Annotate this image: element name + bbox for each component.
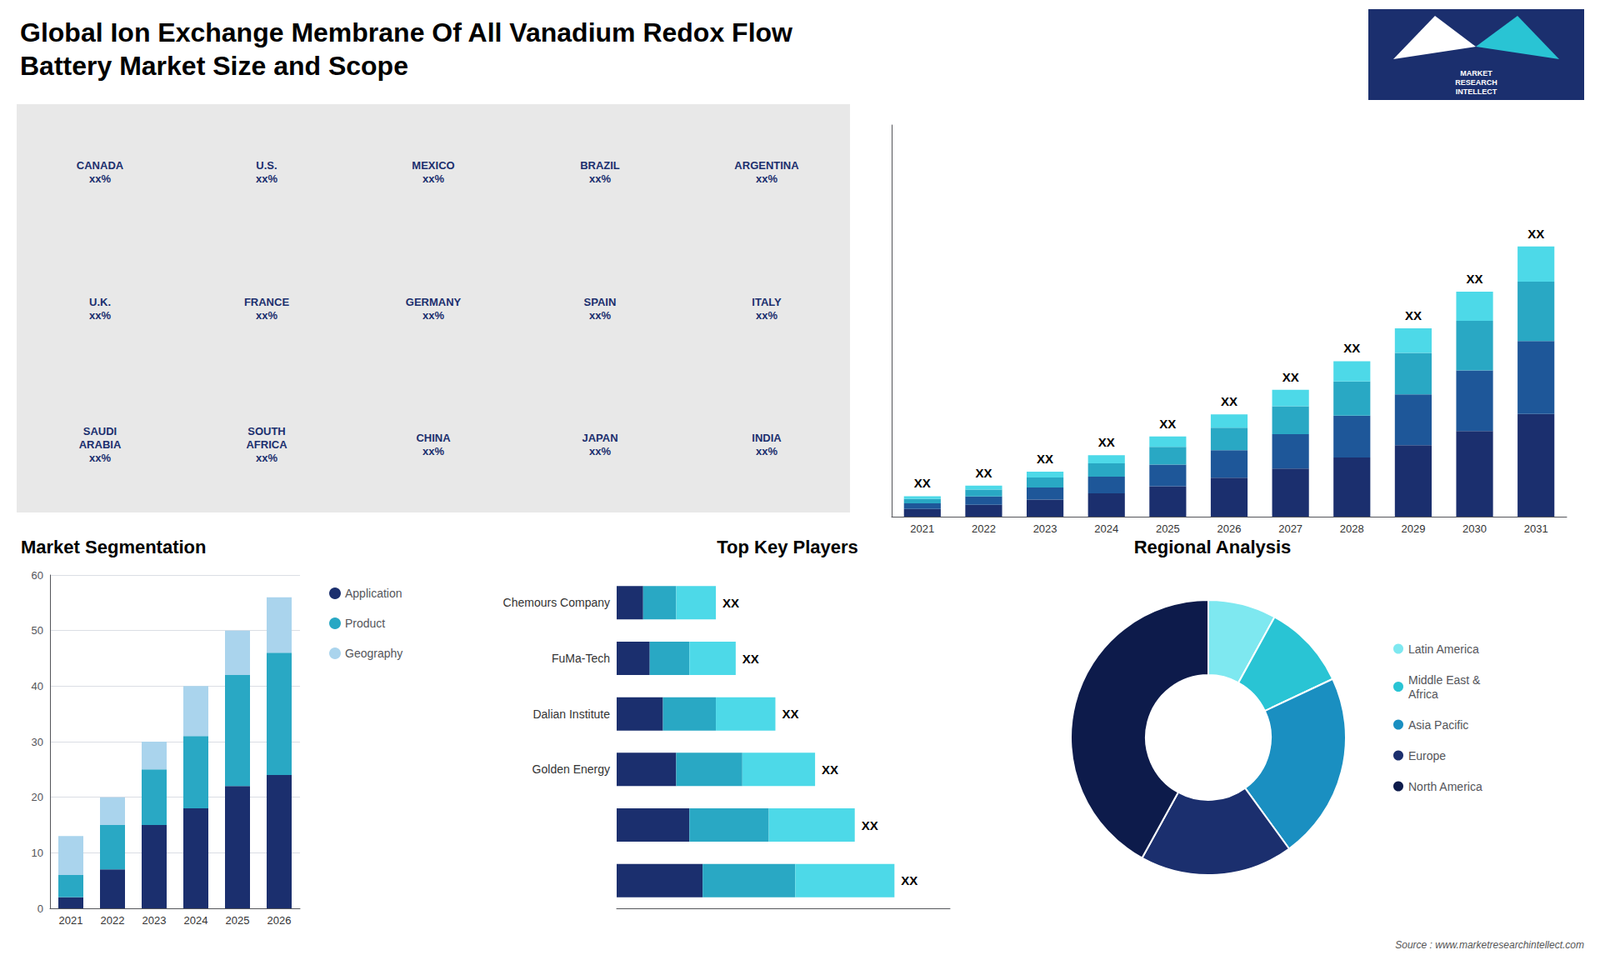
svg-text:Top Key Players: Top Key Players — [716, 536, 859, 558]
svg-text:2024: 2024 — [1094, 522, 1119, 535]
svg-text:MARKET: MARKET — [1460, 69, 1493, 78]
svg-text:2021: 2021 — [910, 522, 935, 535]
svg-text:SOUTH: SOUTH — [247, 425, 286, 438]
svg-text:ITALY: ITALY — [751, 295, 782, 309]
svg-text:Middle East &: Middle East & — [1408, 673, 1481, 687]
svg-text:XX: XX — [781, 706, 799, 721]
svg-text:60: 60 — [31, 569, 44, 582]
svg-text:20: 20 — [31, 790, 44, 804]
svg-text:2023: 2023 — [1033, 522, 1058, 535]
svg-text:xx%: xx% — [589, 172, 611, 185]
svg-text:INDIA: INDIA — [751, 431, 782, 445]
svg-text:FuMa-Tech: FuMa-Tech — [551, 651, 610, 665]
svg-text:XX: XX — [1220, 394, 1238, 409]
svg-text:Battery Market Size and Scope: Battery Market Size and Scope — [20, 50, 409, 81]
svg-text:JAPAN: JAPAN — [581, 431, 618, 445]
svg-text:FRANCE: FRANCE — [244, 295, 290, 309]
svg-text:xx%: xx% — [255, 309, 278, 322]
svg-text:CHINA: CHINA — [415, 431, 451, 445]
svg-text:Global Ion Exchange Membrane O: Global Ion Exchange Membrane Of All Vana… — [20, 17, 793, 48]
svg-text:2026: 2026 — [267, 914, 292, 927]
svg-text:Chemours Company: Chemours Company — [503, 595, 610, 610]
svg-text:xx%: xx% — [422, 309, 445, 322]
svg-text:Application: Application — [345, 586, 403, 600]
svg-text:xx%: xx% — [255, 172, 278, 185]
svg-text:ARABIA: ARABIA — [79, 438, 122, 451]
svg-text:30: 30 — [31, 735, 44, 749]
svg-text:2024: 2024 — [184, 914, 209, 927]
svg-text:Dalian Institute: Dalian Institute — [532, 707, 610, 721]
svg-text:U.S.: U.S. — [255, 159, 277, 172]
svg-text:xx%: xx% — [755, 309, 778, 322]
svg-text:Geography: Geography — [345, 646, 403, 660]
svg-text:xx%: xx% — [422, 172, 445, 185]
svg-text:Product: Product — [345, 616, 385, 630]
svg-text:2022: 2022 — [971, 522, 996, 535]
svg-text:2027: 2027 — [1278, 522, 1303, 535]
svg-text:2026: 2026 — [1217, 522, 1242, 535]
svg-text:SPAIN: SPAIN — [584, 295, 617, 309]
svg-text:XX: XX — [900, 873, 918, 888]
svg-text:XX: XX — [914, 475, 931, 490]
svg-text:XX: XX — [1405, 308, 1422, 323]
svg-text:xx%: xx% — [255, 451, 278, 465]
svg-text:Africa: Africa — [1408, 687, 1439, 701]
svg-text:XX: XX — [861, 818, 879, 833]
svg-text:Asia Pacific: Asia Pacific — [1408, 718, 1469, 732]
svg-text:North America: North America — [1408, 780, 1483, 794]
svg-text:Golden Energy: Golden Energy — [532, 762, 610, 776]
svg-text:2030: 2030 — [1462, 522, 1487, 535]
svg-text:2028: 2028 — [1340, 522, 1365, 535]
svg-text:50: 50 — [31, 624, 44, 637]
svg-text:2023: 2023 — [142, 914, 167, 927]
svg-text:2022: 2022 — [100, 914, 125, 927]
svg-text:XX: XX — [1466, 271, 1484, 286]
svg-text:SAUDI: SAUDI — [83, 425, 117, 438]
svg-text:XX: XX — [722, 595, 740, 610]
svg-text:xx%: xx% — [589, 309, 611, 322]
svg-text:xx%: xx% — [89, 172, 111, 185]
svg-text:XX: XX — [975, 465, 992, 480]
svg-text:2031: 2031 — [1524, 522, 1549, 535]
svg-text:XX: XX — [1036, 451, 1054, 466]
svg-text:2021: 2021 — [59, 914, 84, 927]
svg-text:10: 10 — [31, 846, 44, 860]
svg-text:2029: 2029 — [1400, 522, 1425, 535]
svg-text:RESEARCH: RESEARCH — [1455, 78, 1498, 87]
svg-text:Latin America: Latin America — [1408, 642, 1480, 656]
svg-text:Regional Analysis: Regional Analysis — [1134, 536, 1292, 558]
svg-text:xx%: xx% — [89, 451, 111, 465]
svg-text:XX: XX — [742, 651, 760, 666]
svg-text:xx%: xx% — [755, 172, 778, 185]
svg-text:AFRICA: AFRICA — [245, 438, 288, 451]
svg-text:XX: XX — [1527, 226, 1545, 241]
svg-text:MEXICO: MEXICO — [411, 159, 455, 172]
svg-text:xx%: xx% — [422, 445, 445, 458]
svg-text:GERMANY: GERMANY — [405, 295, 462, 309]
svg-text:2025: 2025 — [1155, 522, 1180, 535]
svg-text:xx%: xx% — [89, 309, 111, 322]
svg-text:XX: XX — [1282, 370, 1300, 385]
svg-text:40: 40 — [31, 680, 44, 693]
svg-text:0: 0 — [37, 902, 44, 915]
svg-text:ARGENTINA: ARGENTINA — [734, 159, 800, 172]
svg-text:Market Segmentation: Market Segmentation — [20, 536, 207, 558]
svg-text:Europe: Europe — [1408, 749, 1446, 763]
svg-text:CANADA: CANADA — [76, 159, 125, 172]
svg-text:XX: XX — [821, 762, 839, 777]
svg-text:XX: XX — [1159, 416, 1176, 431]
svg-text:xx%: xx% — [755, 445, 778, 458]
svg-text:Source : www.marketresearchint: Source : www.marketresearchintellect.com — [1395, 939, 1585, 951]
svg-text:BRAZIL: BRAZIL — [580, 159, 620, 172]
svg-text:U.K.: U.K. — [89, 295, 111, 309]
svg-text:INTELLECT: INTELLECT — [1455, 87, 1498, 96]
svg-text:XX: XX — [1098, 435, 1115, 450]
svg-text:xx%: xx% — [589, 445, 611, 458]
svg-text:XX: XX — [1343, 340, 1360, 355]
svg-text:2025: 2025 — [225, 914, 250, 927]
